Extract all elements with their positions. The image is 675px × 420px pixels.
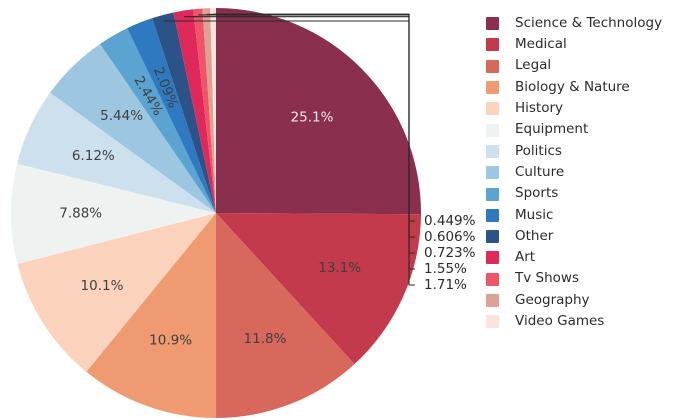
legend-color-swatch <box>486 208 499 222</box>
legend-item[interactable]: Politics <box>486 141 675 162</box>
legend-color-swatch <box>486 38 499 52</box>
slice-value-label: 13.1% <box>318 260 361 276</box>
legend-color-swatch <box>486 187 499 201</box>
legend-item[interactable]: Geography <box>486 290 675 311</box>
slice-value-label: 5.44% <box>100 108 143 124</box>
slice-value-label-outside: 0.449% <box>424 213 476 229</box>
pie-slice[interactable] <box>11 163 216 265</box>
pie-slice[interactable] <box>173 9 216 214</box>
legend-item[interactable]: Sports <box>486 183 675 204</box>
legend-item[interactable]: Tv Shows <box>486 269 675 290</box>
pie-slice[interactable] <box>193 8 216 214</box>
legend-color-swatch <box>486 230 499 244</box>
slice-value-label: 10.1% <box>81 278 124 294</box>
legend-item[interactable]: Music <box>486 205 675 226</box>
pie-slice[interactable] <box>216 213 355 418</box>
slice-value-label-outside: 1.55% <box>424 261 467 277</box>
legend-color-swatch <box>486 102 499 116</box>
slice-value-label: 10.9% <box>149 333 192 349</box>
pie-slice[interactable] <box>86 213 217 419</box>
legend-item[interactable]: History <box>486 98 675 119</box>
legend-item[interactable]: Video Games <box>486 311 675 332</box>
legend-color-swatch <box>486 294 499 307</box>
legend-item-label: Geography <box>515 291 590 308</box>
slice-value-label: 11.8% <box>244 331 287 347</box>
pie-slice[interactable] <box>17 213 217 372</box>
legend-color-swatch <box>486 272 499 286</box>
legend-item[interactable]: Equipment <box>486 119 675 140</box>
legend-item-label: Sports <box>515 185 559 202</box>
pie-slice[interactable] <box>210 7 216 213</box>
pie-slice[interactable] <box>50 43 216 213</box>
legend-item[interactable]: Biology & Nature <box>486 77 675 98</box>
legend-item-label: Video Games <box>515 313 605 330</box>
slice-value-label-outside: 1.71% <box>424 277 467 293</box>
legend-item-label: Legal <box>515 57 552 74</box>
legend-item[interactable]: Art <box>486 247 675 268</box>
pie-slice[interactable] <box>152 12 216 213</box>
legend-color-swatch <box>486 251 499 265</box>
legend-color-swatch <box>486 315 499 329</box>
pie-slice[interactable] <box>216 8 422 215</box>
legend-color-swatch <box>486 17 499 31</box>
slice-value-label: 25.1% <box>291 110 334 126</box>
legend-item-label: Culture <box>515 163 565 180</box>
legend-backdrop <box>476 0 675 420</box>
legend-item-label: Other <box>515 227 554 244</box>
legend-item-label: Politics <box>515 142 562 159</box>
legend-color-swatch <box>486 166 499 180</box>
legend-item[interactable]: Science & Technology <box>486 13 675 34</box>
legend-item-label: Biology & Nature <box>515 78 630 95</box>
legend-item-label: Tv Shows <box>515 270 579 287</box>
legend-item-label: Equipment <box>515 121 589 138</box>
legend-item[interactable]: Medical <box>486 34 675 55</box>
pie-slice[interactable] <box>100 28 216 213</box>
pie-slice[interactable] <box>127 18 216 214</box>
pie-slice[interactable] <box>17 92 216 213</box>
slice-value-label-outside: 0.723% <box>424 245 476 261</box>
slice-value-label: 7.88% <box>59 206 102 222</box>
legend-item-label: Medical <box>515 36 567 53</box>
leader-lines-group <box>164 13 415 286</box>
legend-color-swatch <box>486 81 499 95</box>
legend-item[interactable]: Culture <box>486 162 675 183</box>
legend-color-swatch <box>486 144 499 158</box>
slice-leader-line <box>213 13 415 222</box>
legend-item-label: Science & Technology <box>515 14 663 31</box>
pie-slice[interactable] <box>202 8 216 213</box>
pie-slice[interactable] <box>216 213 421 365</box>
legend-item[interactable]: Other <box>486 226 675 247</box>
pie-slices-group <box>11 7 422 419</box>
legend-item-label: History <box>515 100 564 117</box>
chart-legend: Science & Technology Medical Legal Biology … <box>486 13 675 332</box>
legend-color-swatch <box>486 123 499 137</box>
slice-value-label-outside: 0.606% <box>424 229 476 245</box>
legend-item-label: Art <box>515 249 536 266</box>
legend-item-label: Music <box>515 206 554 223</box>
slice-value-label: 6.12% <box>72 148 115 164</box>
legend-item[interactable]: Legal <box>486 56 675 77</box>
legend-color-swatch <box>486 59 499 73</box>
